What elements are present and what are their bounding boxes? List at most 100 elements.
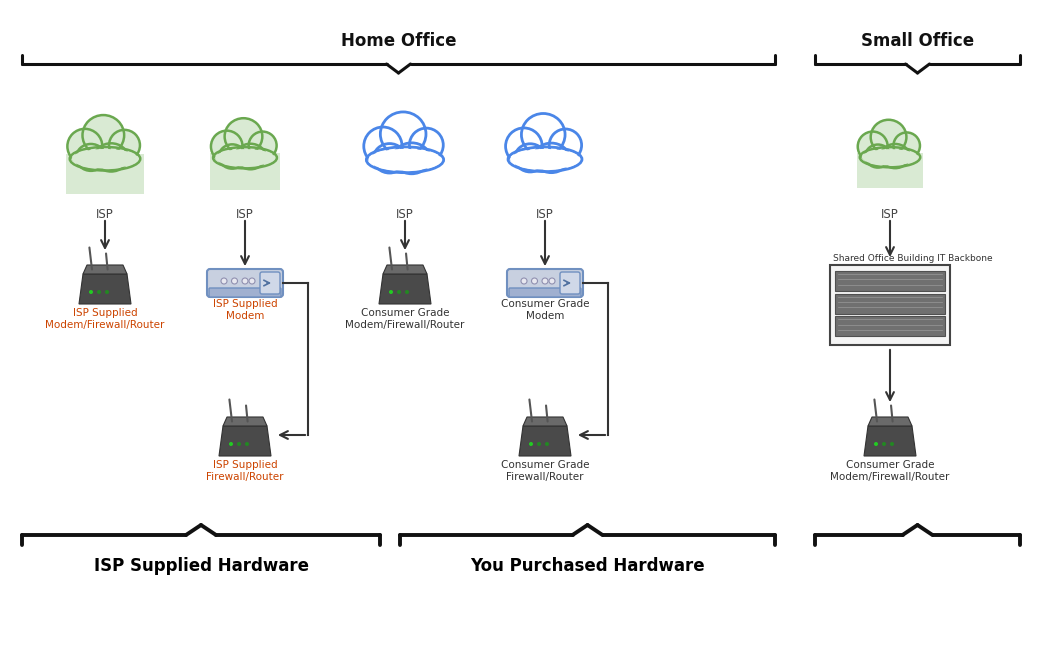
Polygon shape: [383, 265, 427, 274]
Ellipse shape: [524, 440, 570, 448]
Circle shape: [229, 442, 233, 446]
Text: ISP Supplied
Modem/Firewall/Router: ISP Supplied Modem/Firewall/Router: [46, 308, 165, 331]
Ellipse shape: [859, 147, 921, 167]
Ellipse shape: [223, 440, 270, 448]
Ellipse shape: [380, 112, 426, 156]
Text: Consumer Grade
Modem: Consumer Grade Modem: [501, 299, 589, 321]
Ellipse shape: [858, 132, 887, 161]
Ellipse shape: [871, 120, 906, 154]
Ellipse shape: [894, 133, 920, 159]
Ellipse shape: [373, 144, 406, 173]
Circle shape: [890, 442, 894, 446]
Ellipse shape: [211, 131, 242, 162]
Ellipse shape: [869, 440, 915, 448]
Ellipse shape: [369, 149, 442, 171]
Polygon shape: [219, 426, 271, 456]
Ellipse shape: [383, 288, 430, 296]
Ellipse shape: [508, 147, 582, 172]
Ellipse shape: [83, 288, 131, 296]
Circle shape: [549, 278, 555, 284]
Polygon shape: [79, 274, 131, 304]
Circle shape: [542, 278, 548, 284]
Circle shape: [105, 290, 109, 294]
Ellipse shape: [367, 147, 444, 173]
Text: ISP: ISP: [881, 208, 899, 221]
Text: ISP: ISP: [396, 208, 414, 221]
Text: ISP Supplied
Firewall/Router: ISP Supplied Firewall/Router: [207, 460, 284, 482]
Circle shape: [232, 278, 238, 284]
Ellipse shape: [534, 143, 569, 173]
Text: ISP: ISP: [236, 208, 254, 221]
FancyBboxPatch shape: [509, 288, 581, 297]
Circle shape: [874, 442, 878, 446]
Circle shape: [532, 278, 537, 284]
Text: Small Office: Small Office: [861, 32, 975, 50]
Circle shape: [221, 278, 227, 284]
Text: ISP: ISP: [97, 208, 114, 221]
Polygon shape: [520, 426, 571, 456]
Ellipse shape: [393, 143, 430, 174]
Circle shape: [242, 278, 248, 284]
Circle shape: [882, 442, 886, 446]
Polygon shape: [223, 417, 267, 426]
Circle shape: [545, 442, 549, 446]
Text: ISP: ISP: [536, 208, 554, 221]
FancyBboxPatch shape: [207, 269, 283, 297]
FancyBboxPatch shape: [260, 272, 279, 294]
Circle shape: [529, 442, 533, 446]
Ellipse shape: [409, 128, 444, 162]
Bar: [66, 154, 143, 194]
Circle shape: [89, 290, 94, 294]
Ellipse shape: [219, 144, 245, 169]
Ellipse shape: [95, 143, 128, 171]
Ellipse shape: [213, 147, 277, 169]
Polygon shape: [83, 265, 127, 274]
Ellipse shape: [109, 130, 140, 161]
Ellipse shape: [506, 128, 542, 165]
Circle shape: [521, 278, 527, 284]
Ellipse shape: [550, 129, 582, 161]
Text: ISP Supplied Hardware: ISP Supplied Hardware: [94, 557, 309, 575]
Polygon shape: [379, 274, 431, 304]
Ellipse shape: [224, 118, 262, 155]
Circle shape: [249, 278, 255, 284]
Bar: [835, 316, 945, 337]
Ellipse shape: [72, 149, 138, 169]
Ellipse shape: [82, 115, 124, 155]
Text: Shared Office Building IT Backbone: Shared Office Building IT Backbone: [833, 254, 992, 263]
Text: ISP Supplied
Modem: ISP Supplied Modem: [213, 299, 277, 321]
Ellipse shape: [70, 147, 140, 171]
Circle shape: [245, 442, 249, 446]
Polygon shape: [864, 426, 916, 456]
Circle shape: [237, 442, 241, 446]
Bar: [210, 154, 279, 190]
Bar: [505, 154, 586, 197]
Circle shape: [397, 290, 401, 294]
Ellipse shape: [364, 127, 402, 165]
Text: Consumer Grade
Firewall/Router: Consumer Grade Firewall/Router: [501, 460, 589, 482]
Ellipse shape: [76, 144, 106, 171]
Circle shape: [389, 290, 393, 294]
Bar: [835, 294, 945, 314]
Circle shape: [537, 442, 541, 446]
Ellipse shape: [68, 129, 102, 164]
Circle shape: [405, 290, 409, 294]
Bar: [857, 154, 923, 188]
Ellipse shape: [215, 149, 275, 167]
FancyBboxPatch shape: [507, 269, 583, 297]
Ellipse shape: [514, 144, 545, 172]
Bar: [830, 265, 950, 345]
Ellipse shape: [881, 144, 909, 168]
Polygon shape: [523, 417, 567, 426]
Polygon shape: [868, 417, 912, 426]
Text: Consumer Grade
Modem/Firewall/Router: Consumer Grade Modem/Firewall/Router: [830, 460, 950, 482]
Ellipse shape: [522, 113, 565, 155]
Bar: [835, 271, 945, 291]
Text: You Purchased Hardware: You Purchased Hardware: [471, 557, 704, 575]
FancyBboxPatch shape: [209, 288, 281, 297]
Text: Home Office: Home Office: [341, 32, 456, 50]
Ellipse shape: [510, 149, 580, 170]
Text: Consumer Grade
Modem/Firewall/Router: Consumer Grade Modem/Firewall/Router: [345, 308, 464, 331]
Ellipse shape: [235, 144, 266, 169]
Bar: [363, 155, 448, 199]
